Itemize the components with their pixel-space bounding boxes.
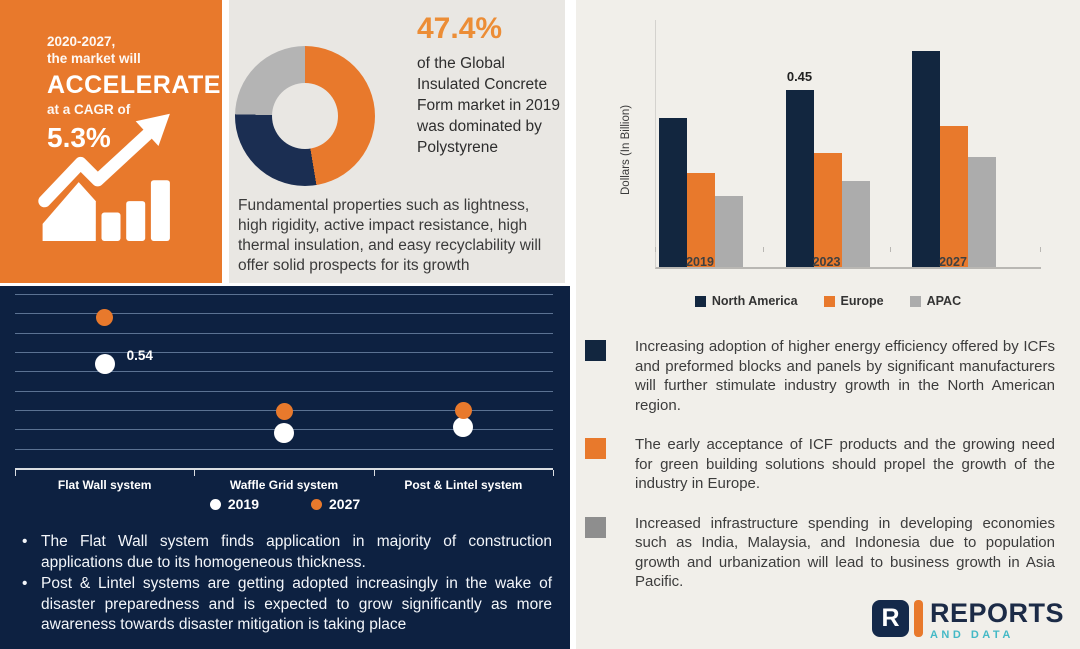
fundamental-properties-note: Fundamental properties such as lightness…	[238, 197, 542, 274]
legend-square-icon	[909, 295, 921, 307]
legend-square-icon	[823, 295, 835, 307]
polystyrene-description: of the Global Insulated Concrete Form ma…	[417, 55, 560, 156]
accelerate-lead: the market will	[47, 50, 141, 66]
gridline	[15, 294, 553, 295]
bar-chart-axis-tick	[763, 247, 764, 252]
logo-title: REPORTS	[929, 598, 1064, 628]
logo-text: REPORTS AND DATA	[929, 598, 1064, 642]
polystyrene-headline: 47.4% of the Global Insulated Concrete F…	[417, 12, 567, 158]
bar	[912, 51, 940, 267]
legend-label: APAC	[926, 294, 962, 308]
bar	[940, 126, 968, 267]
legend-square-icon	[694, 295, 706, 307]
left-column: 2020-2027, the market will ACCELERATE at…	[0, 0, 570, 649]
gridline	[15, 448, 553, 450]
bullet-text: Increased infrastructure spending in dev…	[635, 514, 1055, 591]
systems-bullet-list: The Flat Wall system finds application i…	[20, 532, 552, 637]
bar	[785, 90, 814, 267]
gridline	[15, 390, 553, 392]
list-item: The early acceptance of ICF products and…	[585, 435, 1063, 494]
legend-label: 2019	[227, 496, 259, 512]
x-axis-tick	[373, 470, 375, 476]
bullet-text: The early acceptance of ICF products and…	[635, 436, 1055, 492]
x-axis-tick	[553, 470, 554, 476]
apac-square-icon	[585, 516, 606, 538]
accelerate-emphasis: ACCELERATE	[47, 70, 221, 99]
list-item: Increased infrastructure spending in dev…	[585, 514, 1063, 592]
accelerate-period: 2020-2027,	[47, 34, 116, 49]
legend-item: North America	[694, 294, 798, 308]
category-label: Waffle Grid system	[229, 478, 339, 492]
growth-arrow-icon	[38, 113, 170, 241]
north-america-square-icon	[585, 340, 606, 361]
category-label: Post & Lintel system	[404, 478, 523, 492]
data-point	[275, 403, 293, 421]
logo-r-icon: R	[871, 600, 909, 637]
bar-chart-axis-tick	[1040, 247, 1041, 252]
bar-chart-legend: North America Europe APAC	[576, 294, 1080, 308]
legend-label: Europe	[840, 294, 884, 308]
accelerate-text: 2020-2027, the market will ACCELERATE at…	[47, 34, 221, 155]
legend-item: 2019	[209, 496, 259, 512]
bar-chart-axis-tick	[655, 247, 656, 252]
polystyrene-value: 47.4%	[417, 12, 503, 45]
legend-dot-icon	[209, 498, 221, 510]
accelerate-cagr-lead: at a CAGR of	[47, 102, 131, 117]
accelerate-block: 2020-2027, the market will ACCELERATE at…	[0, 0, 222, 283]
systems-dot-plot-chart: Flat Wall system Waffle Grid system Post &…	[0, 286, 570, 526]
accelerate-cagr-value: 5.3%	[47, 121, 111, 153]
gridline	[15, 332, 553, 334]
x-axis-tick	[15, 470, 16, 476]
bar-chart-y-axis-label: Dollars (In Billion)	[620, 104, 632, 196]
legend-label: North America	[711, 294, 798, 308]
bar	[813, 153, 842, 267]
bar-chart-plot-area: 0.45	[655, 20, 1041, 269]
legend-item: APAC	[909, 294, 962, 308]
x-axis-tick	[194, 470, 196, 476]
bullet-text: Increasing adoption of higher energy eff…	[635, 338, 1055, 414]
legend-dot-icon	[311, 498, 322, 510]
data-point	[96, 308, 114, 326]
reports-and-data-logo: R REPORTS AND DATA	[871, 598, 1064, 642]
donut-chart	[235, 46, 375, 186]
list-item: Increasing adoption of higher energy eff…	[585, 337, 1063, 415]
x-axis-line	[15, 468, 553, 470]
bar-chart-axis-tick	[890, 247, 891, 252]
bar-chart-category-label: 2019	[686, 255, 714, 269]
data-point	[274, 423, 294, 444]
regional-bullet-list: Increasing adoption of higher energy eff…	[585, 337, 1063, 612]
right-column: Dollars (In Billion) 0.45 North America E…	[576, 0, 1080, 649]
gridline	[15, 313, 553, 315]
dot-chart-legend: 2019 2027	[0, 496, 570, 512]
bar	[715, 196, 743, 267]
bar-value-label: 0.45	[786, 69, 813, 84]
category-label: Flat Wall system	[57, 478, 152, 492]
systems-panel: Flat Wall system Waffle Grid system Post &…	[0, 286, 570, 649]
gridline	[15, 352, 553, 353]
data-point-label: 0.54	[126, 347, 153, 363]
bar	[687, 173, 715, 267]
list-item: The Flat Wall system finds application i…	[20, 532, 552, 573]
bar-chart-category-label: 2027	[939, 255, 967, 269]
list-item: Post & Lintel systems are getting adopte…	[20, 574, 552, 636]
legend-item: Europe	[823, 294, 884, 308]
data-point	[453, 417, 474, 438]
logo-tagline: AND DATA	[929, 629, 1014, 641]
gridline	[15, 371, 553, 373]
bar	[841, 181, 870, 267]
bar-chart-category-label: 2023	[812, 255, 841, 269]
donut-hole	[272, 83, 338, 149]
regional-bar-chart: Dollars (In Billion) 0.45 North America E…	[576, 0, 1080, 330]
legend-label: 2027	[329, 496, 361, 512]
logo-orange-bar-icon	[913, 600, 923, 637]
legend-item: 2027	[311, 496, 360, 512]
bar	[968, 157, 996, 267]
data-point	[454, 401, 472, 419]
polystyrene-block: 47.4% of the Global Insulated Concrete F…	[229, 0, 565, 283]
bar	[659, 118, 687, 267]
data-point	[94, 353, 115, 374]
europe-square-icon	[585, 438, 606, 459]
